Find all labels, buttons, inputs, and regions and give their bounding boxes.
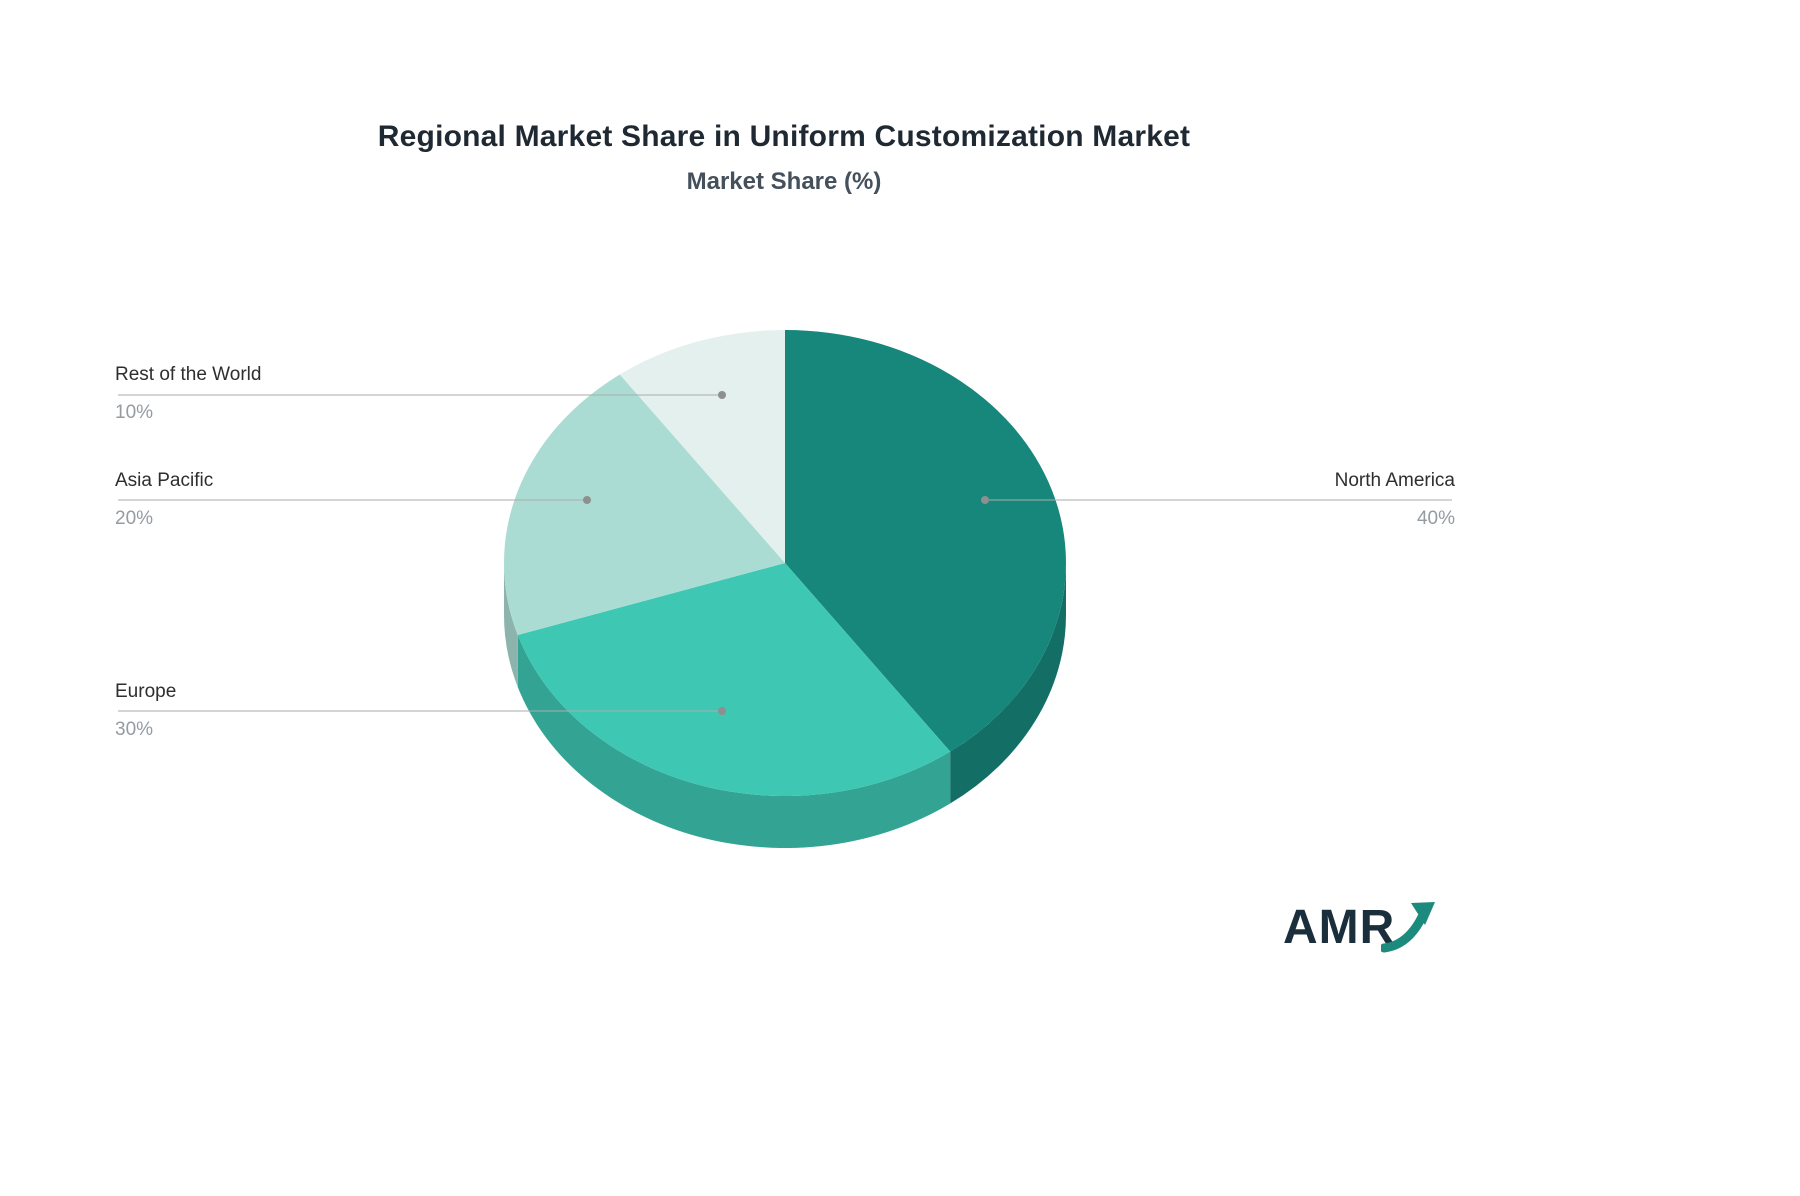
pie-slice-side bbox=[950, 563, 1066, 804]
callout-label-asia-pacific: Asia Pacific bbox=[115, 470, 214, 491]
pie-3d bbox=[504, 330, 1066, 848]
callout-dot-north-america bbox=[981, 496, 989, 504]
callout-value-europe: 30% bbox=[115, 719, 154, 740]
chart-subtitle: Market Share (%) bbox=[686, 168, 882, 195]
callout-rest-of-the-world: Rest of the World 10% bbox=[115, 364, 535, 424]
callout-value-asia-pacific: 20% bbox=[115, 508, 154, 529]
callout-label-rest-of-the-world: Rest of the World bbox=[115, 364, 262, 385]
callout-lines bbox=[118, 391, 1452, 715]
callout-value-north-america: 40% bbox=[1416, 508, 1455, 529]
callout-dot-europe bbox=[718, 707, 726, 715]
callout-north-america: North America 40% bbox=[1135, 470, 1455, 530]
callout-dot-rest-of-the-world bbox=[718, 391, 726, 399]
pie-slice-asia-pacific[interactable] bbox=[504, 374, 785, 636]
brand-arrow-icon bbox=[1381, 902, 1436, 953]
callout-label-north-america: North America bbox=[1334, 470, 1455, 491]
brand-logo-text: AMR bbox=[1283, 901, 1396, 954]
pie-slice-rest-of-the-world[interactable] bbox=[619, 330, 785, 563]
brand-logo: AMR bbox=[1283, 901, 1437, 955]
pie-slice-side bbox=[517, 635, 951, 848]
pie-slice-north-america[interactable] bbox=[785, 330, 1066, 752]
pie-slice-side bbox=[504, 563, 518, 688]
callout-europe: Europe 30% bbox=[115, 681, 535, 741]
callout-dot-asia-pacific bbox=[583, 496, 591, 504]
chart-title: Regional Market Share in Uniform Customi… bbox=[377, 120, 1191, 153]
callout-asia-pacific: Asia Pacific 20% bbox=[115, 470, 535, 530]
pie-slice-europe[interactable] bbox=[517, 563, 951, 797]
callout-value-rest-of-the-world: 10% bbox=[115, 402, 154, 423]
callout-label-europe: Europe bbox=[115, 681, 177, 702]
